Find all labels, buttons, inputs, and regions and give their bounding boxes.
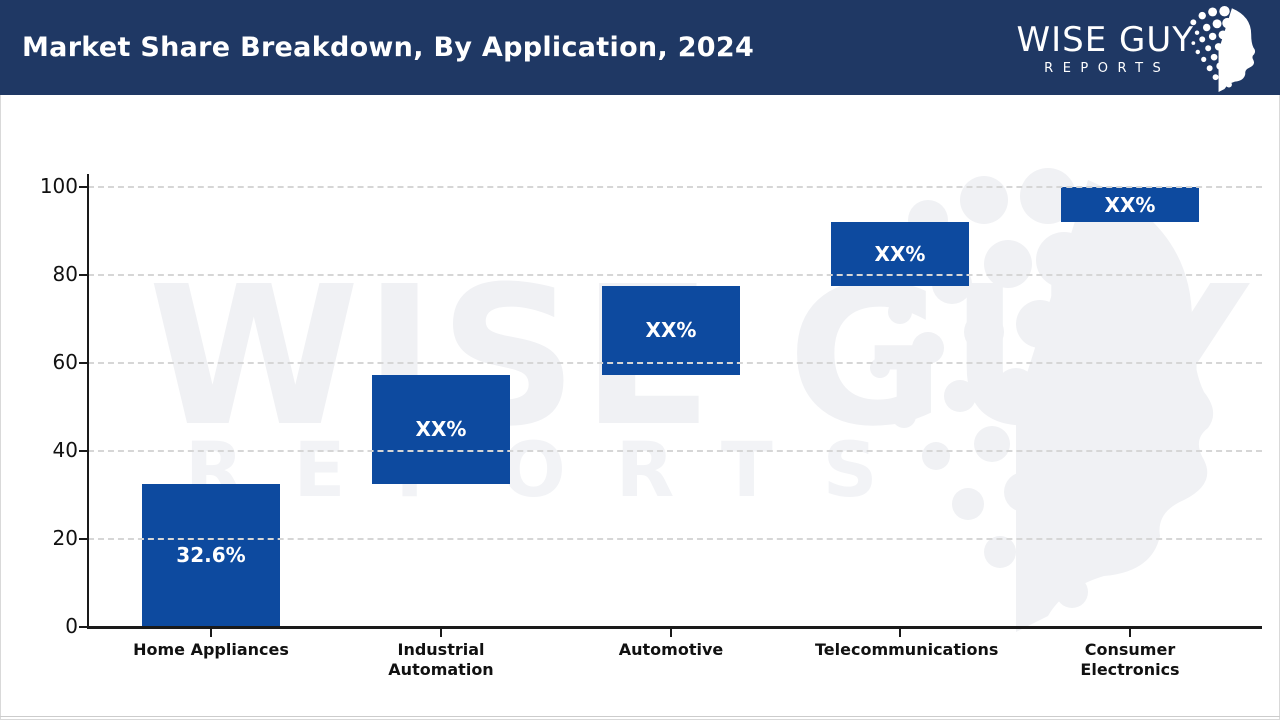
x-category-label: Home Appliances xyxy=(133,640,289,659)
x-category-label: Industrial Automation xyxy=(388,640,494,679)
y-tick-label: 60 xyxy=(52,350,78,374)
y-tick-mark xyxy=(79,362,87,364)
y-tick-mark xyxy=(79,274,87,276)
y-tick-mark xyxy=(79,186,87,188)
x-category-label: Consumer Electronics xyxy=(1080,640,1180,679)
x-axis-line xyxy=(87,626,1262,629)
bar-value-label: XX% xyxy=(645,318,697,343)
gridline xyxy=(88,450,1262,452)
y-tick-label: 20 xyxy=(52,526,78,550)
bar-home-appliances: 32.6% xyxy=(142,483,280,627)
gridline xyxy=(88,538,1262,540)
page-title: Market Share Breakdown, By Application, … xyxy=(22,32,755,63)
x-tick-mark xyxy=(210,629,212,637)
y-tick-mark xyxy=(79,538,87,540)
gridline xyxy=(88,274,1262,276)
x-tick-mark xyxy=(899,629,901,637)
logo-wordmark: WISE GUY xyxy=(1016,20,1194,61)
logo: WISE GUY REPORTS xyxy=(1016,6,1266,92)
bar-value-label: XX% xyxy=(415,417,467,442)
y-axis-line xyxy=(87,174,89,627)
x-category-label: Telecommunications xyxy=(815,640,999,659)
header-bar: Market Share Breakdown, By Application, … xyxy=(0,0,1280,95)
bar-industrial-automation: XX% xyxy=(372,375,510,484)
logo-subtext: REPORTS xyxy=(1044,60,1171,76)
y-tick-label: 40 xyxy=(52,438,78,462)
y-tick-mark xyxy=(79,450,87,452)
bar-telecommunications: XX% xyxy=(831,222,969,286)
logo-text: WISE GUY REPORTS xyxy=(1016,20,1194,76)
gridline xyxy=(88,362,1262,364)
bottom-divider xyxy=(0,716,1280,717)
logo-face-icon xyxy=(1190,6,1256,92)
x-category-label: Automotive xyxy=(618,640,724,659)
bar-value-label: 32.6% xyxy=(176,543,246,568)
x-tick-mark xyxy=(670,629,672,637)
x-tick-mark xyxy=(440,629,442,637)
y-tick-label: 80 xyxy=(52,262,78,286)
bar-value-label: XX% xyxy=(1104,192,1156,217)
x-tick-mark xyxy=(1129,629,1131,637)
y-tick-label: 100 xyxy=(39,174,78,198)
bar-consumer-electronics: XX% xyxy=(1061,187,1199,223)
bar-automotive: XX% xyxy=(602,285,740,376)
gridline xyxy=(88,186,1262,188)
bar-value-label: XX% xyxy=(874,241,926,266)
y-tick-label: 0 xyxy=(65,614,78,638)
y-tick-mark xyxy=(79,626,87,628)
watermark-subtext: REPORTS xyxy=(185,425,928,514)
